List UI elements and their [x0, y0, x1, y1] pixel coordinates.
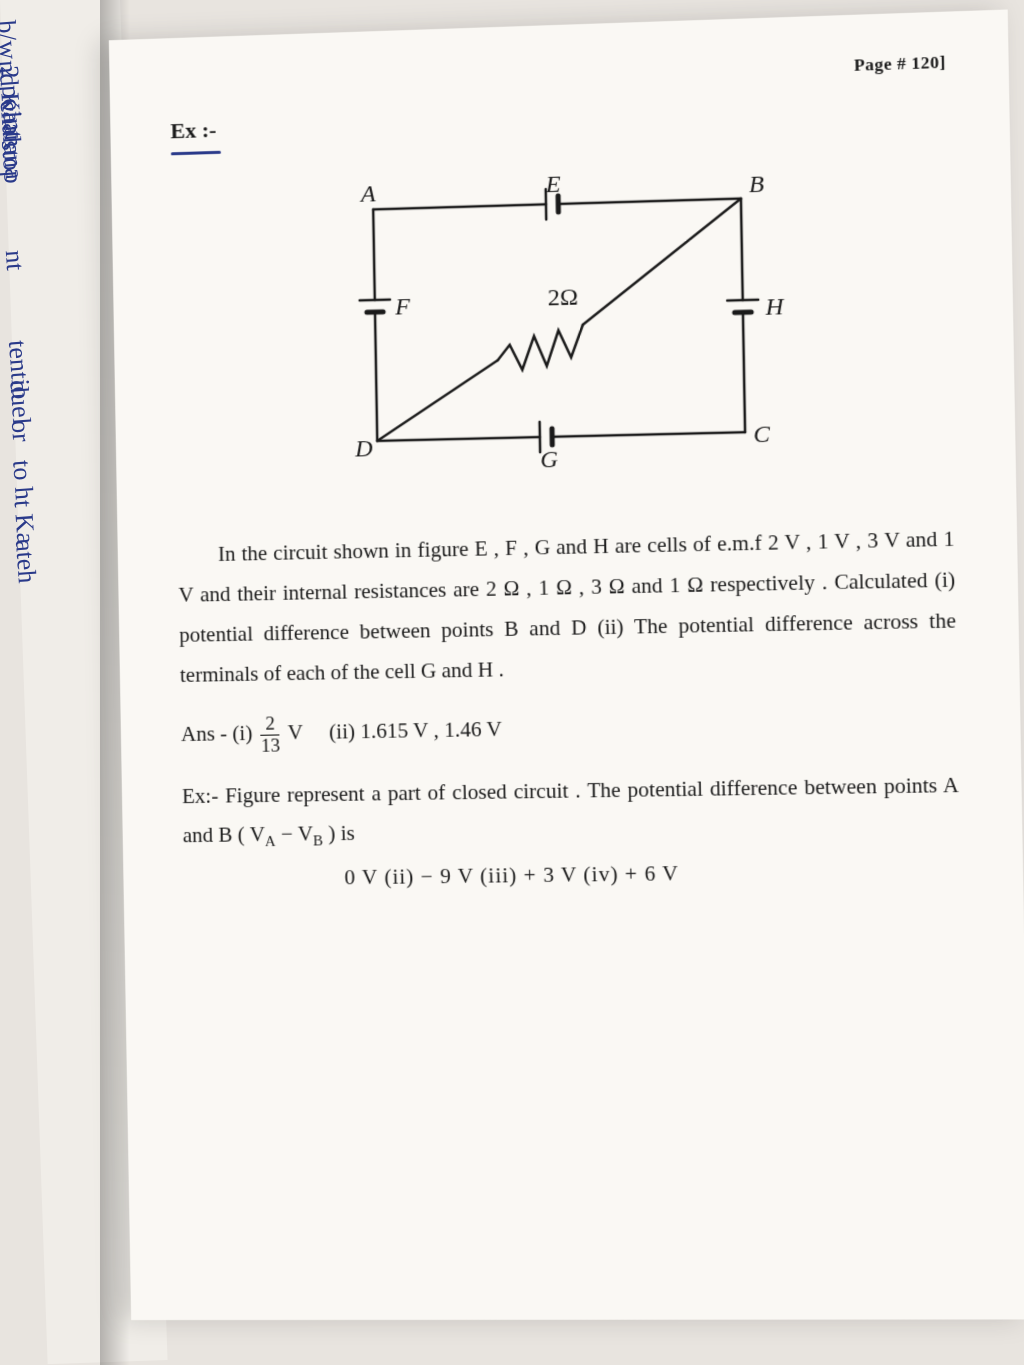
fraction-denominator: 13 — [261, 735, 280, 755]
problem2-text: Ex:- Figure represent a part of closed c… — [182, 765, 960, 859]
handwriting-line: to h — [6, 459, 39, 501]
ans-units: V — [288, 720, 303, 744]
fraction-numerator: 2 — [260, 714, 279, 735]
ans-part2: (ii) 1.615 V , 1.46 V — [329, 717, 502, 744]
options-row: 0 V (ii) − 9 V (iii) + 3 V (iv) + 6 V — [183, 857, 960, 892]
ans-prefix: Ans - (i) — [181, 721, 253, 746]
problem-text: In the circuit shown in figure E , F , G… — [178, 519, 958, 695]
page-number: Page # 120] — [170, 52, 947, 98]
circuit-diagram-wrap: A B C D E F G H 2Ω — [171, 162, 953, 496]
node-label-D: D — [354, 436, 373, 463]
node-label-A: A — [359, 181, 377, 208]
fraction: 2 13 — [260, 714, 280, 755]
handwriting-line: t Ka — [8, 499, 41, 545]
handwriting-line: nt — [0, 249, 30, 271]
node-label-C: C — [753, 421, 771, 448]
handwriting-line: or — [5, 419, 36, 443]
textbook-page: Page # 120] Ex :- — [109, 9, 1024, 1320]
underline-mark — [171, 151, 221, 156]
example-label: Ex :- — [170, 93, 947, 144]
answer-line: Ans - (i) 2 13 V (ii) 1.615 V , 1.46 V — [181, 703, 958, 757]
handwriting-line: ateh — [9, 539, 42, 584]
node-label-B: B — [749, 171, 765, 198]
circuit-diagram: A B C D E F G H 2Ω — [292, 166, 829, 493]
handwriting-line: stop — [0, 139, 28, 184]
resistor-label: 2Ω — [547, 284, 578, 311]
cell-label-E: E — [544, 171, 561, 198]
cell-label-F: F — [394, 294, 411, 321]
cell-label-G: G — [540, 447, 558, 474]
cell-label-H: H — [764, 294, 785, 321]
